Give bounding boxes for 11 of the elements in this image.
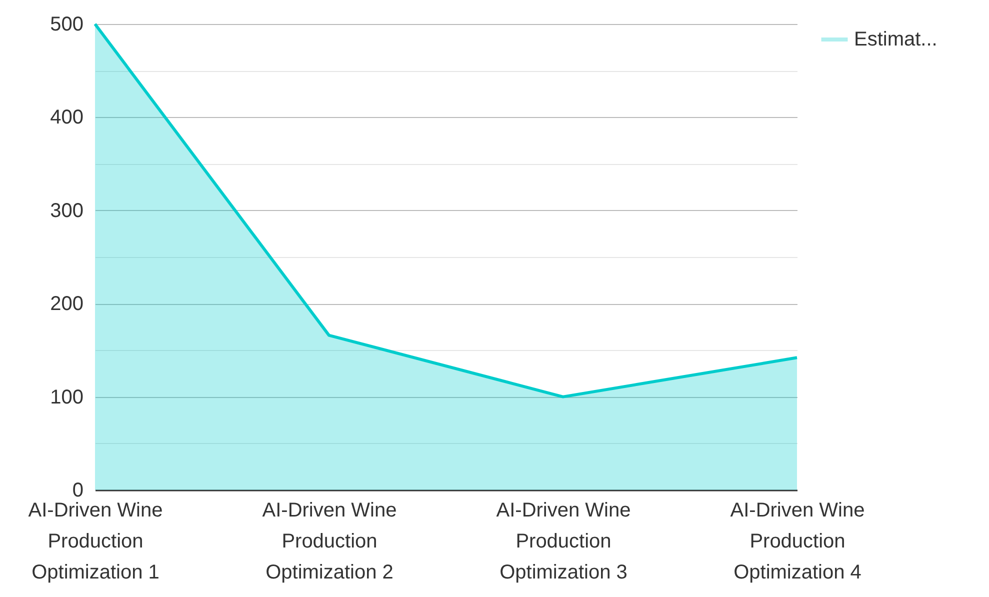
y-tick-label: 0 — [72, 480, 84, 502]
x-tick-label: AI-Driven Wine Production Optimization 1 — [28, 500, 163, 584]
y-tick-label: 200 — [50, 293, 84, 316]
x-tick-label: AI-Driven Wine Production Optimization 2 — [262, 500, 397, 584]
y-tick-label: 300 — [50, 200, 84, 222]
y-tick-label: 400 — [50, 106, 84, 129]
legend-label: Estimat... — [854, 28, 938, 50]
x-tick-label: AI-Driven Wine Production Optimization 4 — [730, 500, 865, 584]
y-tick-label: 500 — [50, 14, 84, 36]
y-tick-label: 100 — [50, 386, 84, 408]
x-tick-label: AI-Driven Wine Production Optimization 3 — [496, 500, 631, 584]
